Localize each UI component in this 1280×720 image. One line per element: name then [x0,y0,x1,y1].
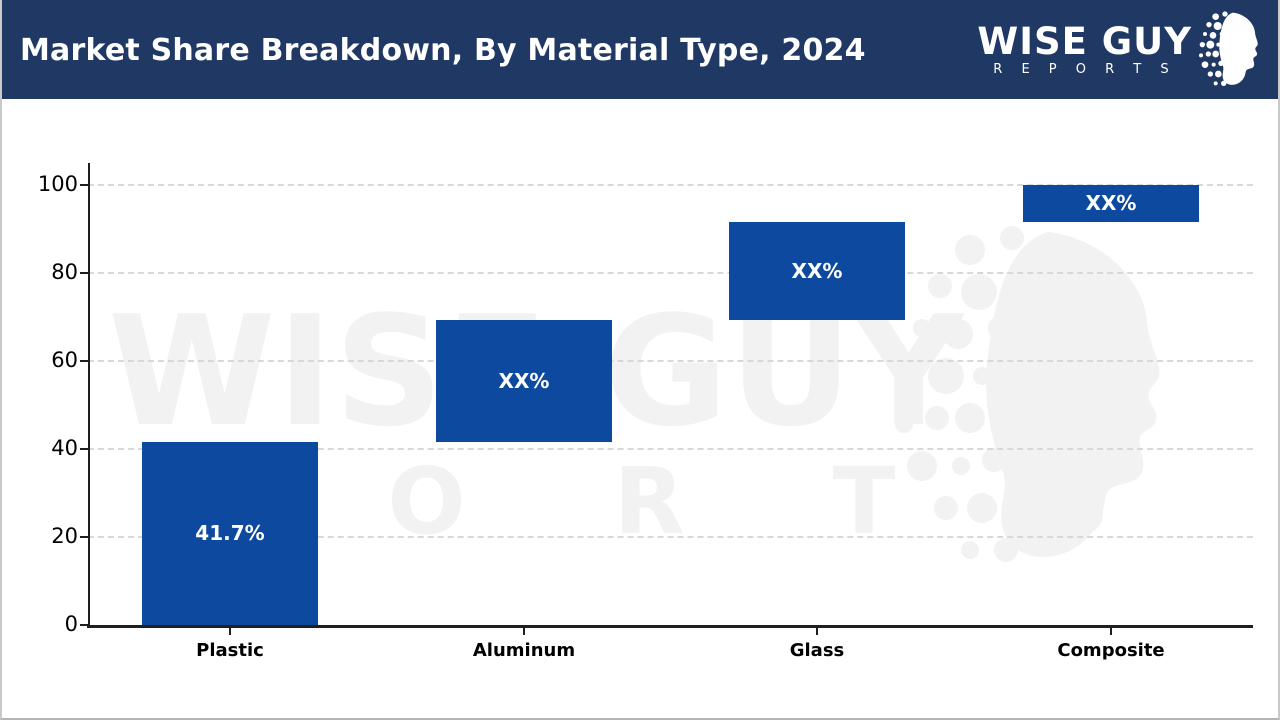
bar-value-label: XX% [791,258,843,283]
gridline-y20 [88,536,1253,538]
y-axis-tick-label: 80 [51,260,78,284]
bar-composite: XX% [1023,185,1199,222]
face-profile-dots-icon [1199,11,1258,86]
x-axis-category-label: Aluminum [472,640,576,661]
y-axis-tick [80,536,88,538]
y-axis-line [88,163,90,628]
logo-subtitle: R E P O R T S [993,61,1177,77]
bar-value-label: XX% [1085,191,1137,216]
header-bar: Market Share Breakdown, By Material Type… [0,0,1280,99]
x-axis-tick [816,627,818,635]
x-axis-category-label: Composite [1057,640,1165,661]
face-profile-dots-watermark [895,226,1160,562]
bar-value-label: 41.7% [195,521,265,546]
wiseguy-logo-text: WISE GUY R E P O R T S [977,20,1192,77]
y-axis-tick-label: 20 [51,524,78,548]
x-axis-category-label: Plastic [196,640,264,661]
bar-plastic: 41.7% [142,441,318,625]
x-axis-category-label: Glass [789,640,845,661]
x-axis-tick [1110,627,1112,635]
y-axis-tick [80,360,88,362]
y-axis-tick [80,272,88,274]
y-axis-tick [80,624,88,626]
y-axis-tick-label: 100 [37,172,78,196]
x-axis-tick [523,627,525,635]
wiseguy-logo: WISE GUY R E P O R T S [977,8,1264,92]
logo-wordmark: WISE GUY [977,20,1192,64]
bar-value-label: XX% [498,368,550,393]
gridline-y80 [88,272,1253,274]
y-axis-tick-label: 40 [51,436,78,460]
y-axis-tick [80,184,88,186]
gridline-y40 [88,448,1253,450]
y-axis-tick [80,448,88,450]
x-axis-tick [229,627,231,635]
y-axis-tick-label: 0 [64,612,78,636]
y-axis-tick-label: 60 [51,348,78,372]
page-title: Market Share Breakdown, By Material Type… [20,33,866,68]
bar-glass: XX% [729,221,905,320]
gridline-y100 [88,184,1253,186]
x-axis-line [87,625,1253,628]
bar-aluminum: XX% [436,319,612,442]
gridline-y60 [88,360,1253,362]
